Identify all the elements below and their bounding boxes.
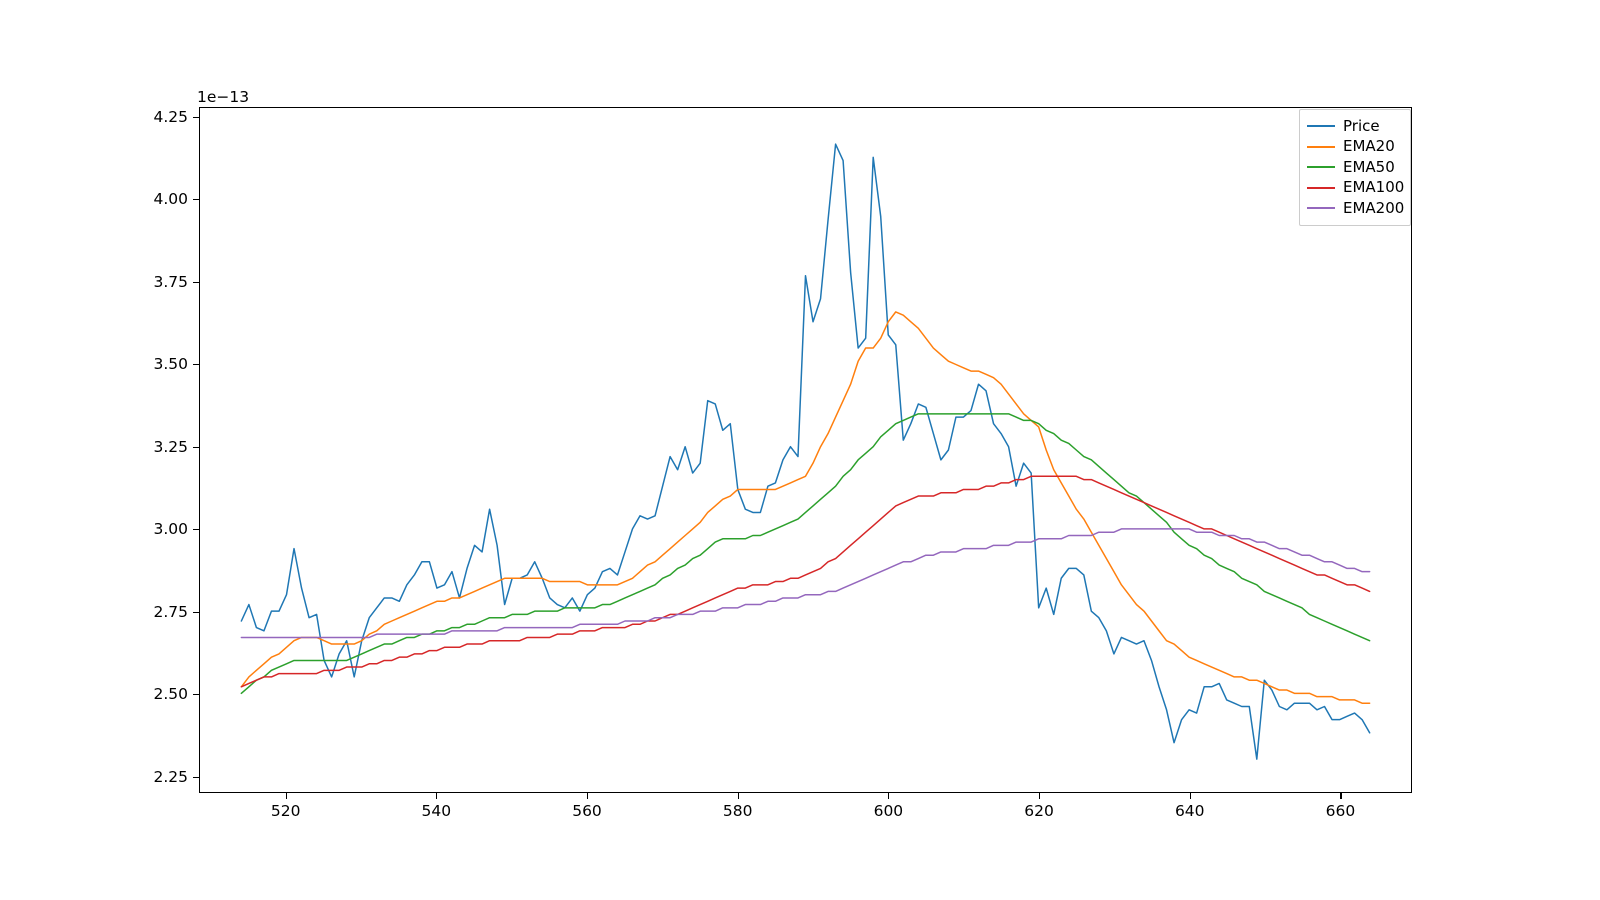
x-tick-mark bbox=[587, 793, 589, 799]
y-tick-label: 3.75 bbox=[153, 272, 188, 291]
y-tick-label: 3.25 bbox=[153, 437, 188, 456]
y-tick-mark bbox=[193, 776, 199, 778]
legend-item-ema100: EMA100 bbox=[1307, 178, 1405, 199]
x-tick-mark bbox=[1189, 793, 1191, 799]
legend-label: EMA100 bbox=[1343, 178, 1405, 197]
legend-label: EMA200 bbox=[1343, 198, 1405, 217]
y-tick-label: 3.50 bbox=[153, 355, 188, 374]
y-tick-mark bbox=[193, 694, 199, 696]
y-tick-mark bbox=[193, 364, 199, 366]
series-line-ema200 bbox=[240, 528, 1371, 639]
y-tick-label: 3.00 bbox=[153, 520, 188, 539]
x-tick-label: 520 bbox=[270, 802, 301, 820]
y-tick-mark bbox=[193, 281, 199, 283]
legend-swatch-ema200 bbox=[1307, 207, 1335, 210]
y-tick-mark bbox=[193, 446, 199, 448]
y-tick-label: 4.00 bbox=[153, 190, 188, 209]
legend-item-price: Price bbox=[1307, 116, 1403, 137]
legend-item-ema20: EMA20 bbox=[1307, 137, 1403, 158]
legend-label: EMA20 bbox=[1343, 137, 1395, 156]
y-tick-label: 2.75 bbox=[153, 602, 188, 621]
x-tick-mark bbox=[436, 793, 438, 799]
series-line-ema50 bbox=[240, 413, 1371, 695]
x-tick-label: 660 bbox=[1325, 802, 1356, 820]
x-tick-mark bbox=[285, 793, 287, 799]
legend-item-ema50: EMA50 bbox=[1307, 157, 1403, 178]
x-tick-mark bbox=[737, 793, 739, 799]
y-axis-offset-text: 1e−13 bbox=[197, 88, 250, 106]
legend-label: Price bbox=[1343, 116, 1380, 135]
legend-item-ema200: EMA200 bbox=[1307, 198, 1405, 219]
y-tick-label: 4.25 bbox=[153, 107, 188, 126]
series-line-price bbox=[240, 143, 1371, 760]
series-canvas bbox=[240, 143, 1371, 760]
x-tick-label: 580 bbox=[722, 802, 753, 820]
chart-legend: Price EMA20 EMA50 EMA100 EMA200 bbox=[1299, 109, 1411, 226]
y-tick-mark bbox=[193, 611, 199, 613]
legend-swatch-ema20 bbox=[1307, 145, 1335, 148]
x-tick-label: 600 bbox=[873, 802, 904, 820]
y-tick-label: 2.25 bbox=[153, 767, 188, 786]
legend-swatch-ema100 bbox=[1307, 186, 1335, 189]
x-tick-mark bbox=[888, 793, 890, 799]
series-line-ema20 bbox=[240, 311, 1371, 704]
x-tick-label: 620 bbox=[1024, 802, 1054, 820]
y-tick-mark bbox=[193, 116, 199, 118]
x-tick-mark bbox=[1340, 793, 1342, 799]
plot-area bbox=[199, 107, 1412, 793]
y-tick-label: 2.50 bbox=[153, 685, 188, 704]
x-tick-mark bbox=[1039, 793, 1041, 799]
y-tick-mark bbox=[193, 199, 199, 201]
x-tick-label: 560 bbox=[572, 802, 602, 820]
y-tick-mark bbox=[193, 529, 199, 531]
legend-swatch-price bbox=[1307, 125, 1335, 128]
series-line-ema100 bbox=[240, 475, 1371, 688]
x-tick-label: 540 bbox=[421, 802, 452, 820]
legend-label: EMA50 bbox=[1343, 157, 1395, 176]
x-tick-label: 640 bbox=[1174, 802, 1205, 820]
legend-swatch-ema50 bbox=[1307, 166, 1335, 169]
